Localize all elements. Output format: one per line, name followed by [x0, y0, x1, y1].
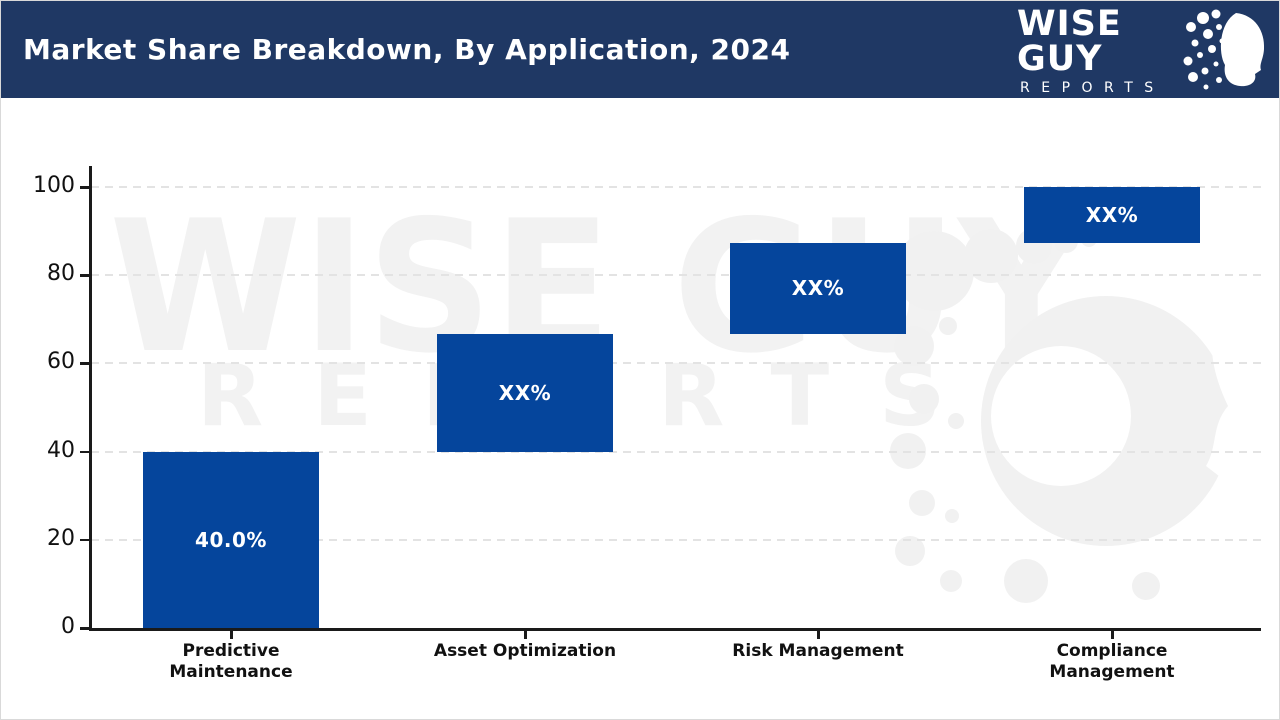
x-tickmark — [1111, 630, 1114, 639]
y-tick-label: 0 — [61, 614, 75, 639]
logo-wordmark: WISE GUY — [1017, 3, 1122, 79]
x-category-label: Asset Optimization — [375, 641, 675, 662]
x-tickmark — [230, 630, 233, 639]
y-tickmark — [80, 274, 89, 277]
y-tickmark — [80, 186, 89, 189]
logo-text: WISE GUY REPORTS — [1017, 3, 1187, 96]
y-axis-line — [89, 166, 92, 629]
wise-guy-reports-logo: WISE GUY REPORTS — [1017, 3, 1267, 96]
y-tick-label: 60 — [47, 349, 75, 375]
bar-segment-1: 40.0% — [143, 451, 319, 628]
x-tickmark — [817, 630, 820, 639]
y-tick-label: 100 — [33, 173, 75, 198]
x-category-label-line: Risk Management — [732, 641, 904, 661]
bar-segment-3: XX% — [730, 243, 906, 334]
x-category-label-line: Management — [1049, 662, 1175, 682]
x-axis-line — [89, 628, 1261, 631]
x-category-label: Predictive Maintenance — [81, 641, 381, 683]
x-tickmark — [524, 630, 527, 639]
logo-subtitle: REPORTS — [1020, 79, 1165, 96]
gridline-40 — [91, 450, 1261, 453]
x-category-label-line: Asset Optimization — [433, 641, 617, 661]
bar-value-label: XX% — [498, 380, 552, 405]
gridline-80 — [91, 274, 1261, 277]
page-title: Market Share Breakdown, By Application, … — [23, 33, 791, 66]
header-bar: Market Share Breakdown, By Application, … — [1, 1, 1279, 98]
bar-value-label: XX% — [1085, 203, 1139, 227]
bar-value-label: XX% — [791, 276, 845, 301]
bar-value-label: 40.0% — [195, 527, 267, 552]
gridline-100 — [91, 186, 1261, 188]
gridline-60 — [91, 362, 1261, 365]
x-category-label-line: Maintenance — [169, 662, 293, 682]
x-category-label-line: Predictive — [182, 641, 280, 661]
y-tick-label: 80 — [47, 261, 75, 287]
y-tick-label: 40 — [47, 437, 75, 463]
y-tickmark — [80, 627, 89, 630]
y-tickmark — [80, 362, 89, 365]
y-tickmark — [80, 538, 89, 542]
bar-segment-2: XX% — [437, 333, 613, 452]
y-tickmark — [80, 450, 89, 454]
x-category-label: Compliance Management — [962, 641, 1262, 683]
gridline-20 — [91, 538, 1261, 541]
y-tick-label: 20 — [47, 525, 75, 551]
x-category-label-line: Compliance — [1056, 641, 1168, 661]
x-category-label: Risk Management — [668, 641, 968, 662]
logo-face-icon — [1183, 9, 1265, 90]
bar-segment-4: XX% — [1024, 187, 1200, 243]
